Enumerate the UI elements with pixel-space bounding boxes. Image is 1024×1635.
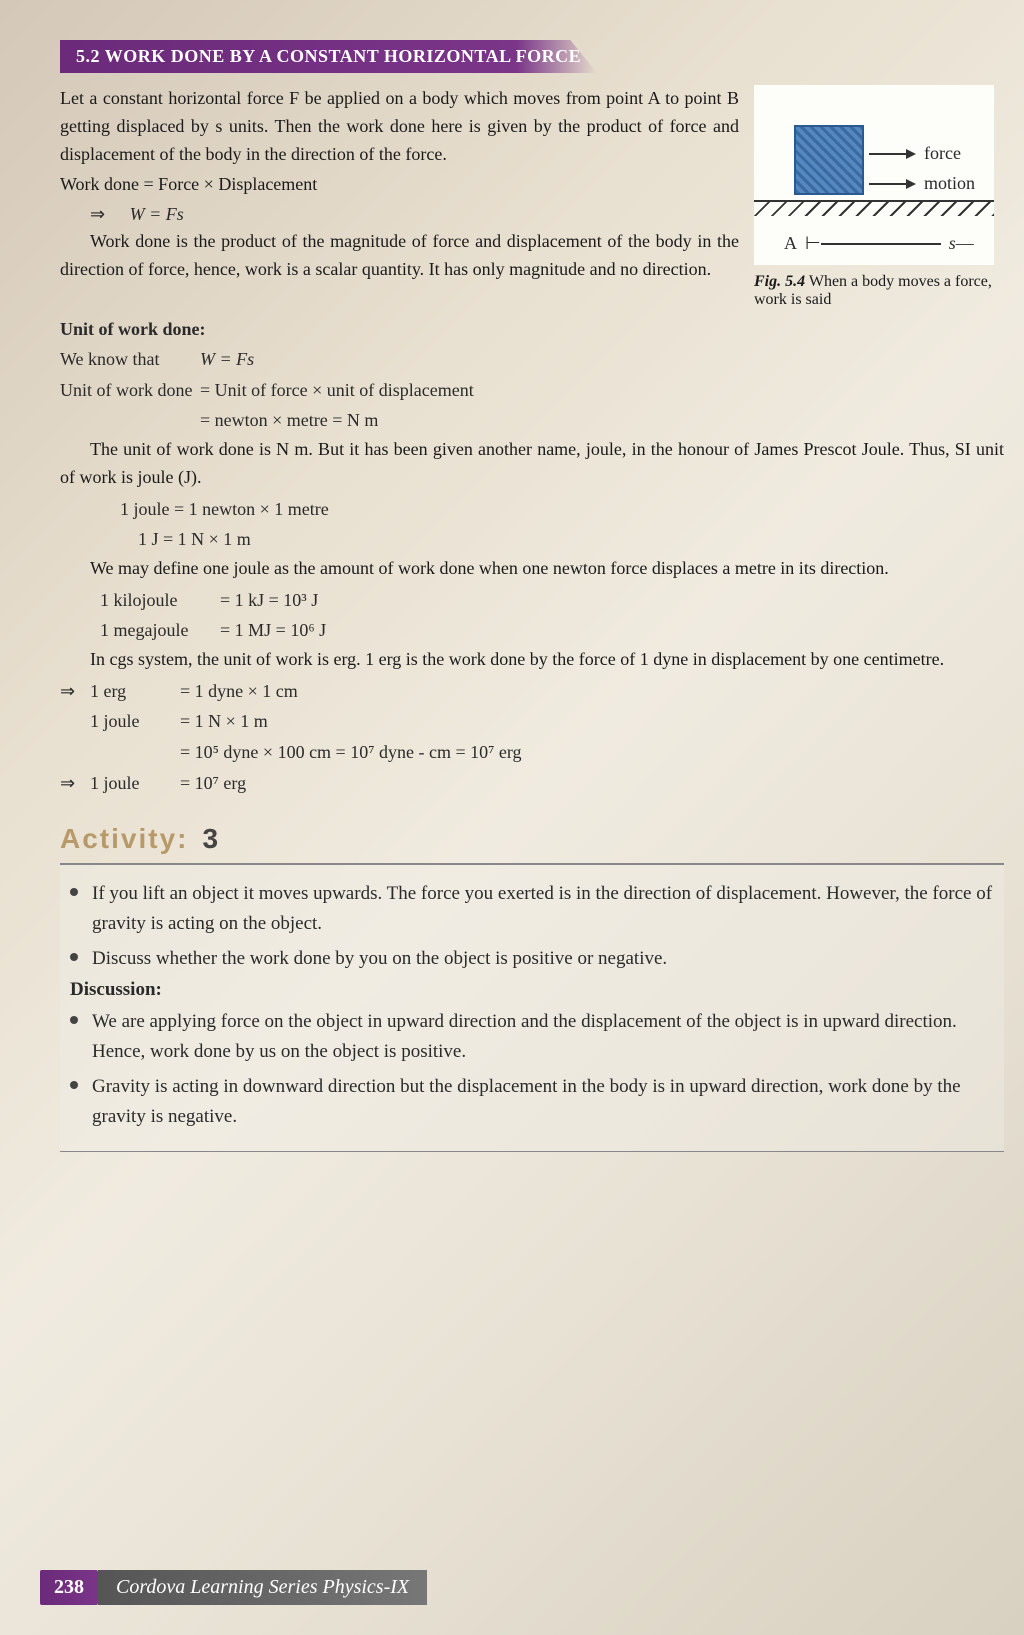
joule-block: 1 joule = 1 newton × 1 metre 1 J = 1 N ×… bbox=[120, 494, 1004, 555]
implies-arrow: ⇒ bbox=[90, 204, 105, 224]
discussion-bullet: Gravity is acting in downward direction … bbox=[70, 1072, 994, 1131]
unit-line2: Unit of work done = Unit of force × unit… bbox=[60, 375, 1004, 406]
ground-hatches bbox=[754, 202, 994, 216]
point-a-label: A bbox=[784, 233, 797, 254]
bullet-icon bbox=[70, 1081, 78, 1089]
activity-label: Activity: bbox=[60, 823, 188, 855]
unit-heading: Unit of work done: bbox=[60, 319, 1004, 340]
distance-marker: A ⊢ s — bbox=[784, 233, 974, 254]
unit-line3: = newton × metre = N m bbox=[60, 405, 1004, 436]
bullet-text: We are applying force on the object in u… bbox=[92, 1007, 994, 1066]
joule-eq-2: 1 J = 1 N × 1 m bbox=[138, 524, 1004, 555]
figure-column: force motion A ⊢ s — Fig. 5.4 When a bod… bbox=[754, 85, 1004, 309]
bullet-text: Gravity is acting in downward direction … bbox=[92, 1072, 994, 1131]
discussion-label: Discussion: bbox=[70, 979, 994, 1001]
textbook-page: 5.2 WORK DONE BY A CONSTANT HORIZONTAL F… bbox=[0, 0, 1024, 1172]
erg-2-left: 1 joule bbox=[90, 706, 180, 737]
formula-equation-line: ⇒ W = Fs bbox=[90, 201, 739, 229]
section-title: WORK DONE BY A CONSTANT HORIZONTAL FORCE bbox=[105, 46, 581, 66]
wfs-equation: W = Fs bbox=[200, 344, 254, 375]
erg-3-right: = 10⁵ dyne × 100 cm = 10⁷ dyne - cm = 10… bbox=[180, 737, 522, 768]
mj-value: = 1 MJ = 10⁶ J bbox=[220, 615, 326, 646]
kj-label: 1 kilojoule bbox=[100, 585, 220, 616]
unit-line1: We know that W = Fs bbox=[60, 344, 1004, 375]
force-diagram: force motion A ⊢ s — bbox=[754, 85, 994, 265]
force-label: force bbox=[924, 143, 961, 164]
implies-arrow: ⇒ bbox=[60, 676, 90, 707]
erg-4-left: 1 joule bbox=[90, 768, 180, 799]
page-footer: 238 Cordova Learning Series Physics-IX bbox=[40, 1570, 427, 1605]
spacer bbox=[90, 737, 180, 768]
erg-4-right: = 10⁷ erg bbox=[180, 768, 246, 799]
bullet-icon bbox=[70, 1016, 78, 1024]
activity-number: 3 bbox=[202, 823, 220, 855]
erg-row-1: ⇒ 1 erg = 1 dyne × 1 cm bbox=[60, 676, 1004, 707]
bullet-text: Discuss whether the work done by you on … bbox=[92, 944, 994, 973]
joule-definition: We may define one joule as the amount of… bbox=[60, 555, 1004, 583]
discussion-bullet: We are applying force on the object in u… bbox=[70, 1007, 994, 1066]
activity-bullet: Discuss whether the work done by you on … bbox=[70, 944, 994, 973]
cgs-paragraph: In cgs system, the unit of work is erg. … bbox=[60, 646, 1004, 674]
intro-paragraph-1: Let a constant horizontal force F be app… bbox=[60, 85, 739, 169]
figure-number: Fig. 5.4 bbox=[754, 273, 805, 290]
series-title: Cordova Learning Series Physics-IX bbox=[98, 1570, 427, 1605]
distance-s-label: s bbox=[949, 233, 956, 254]
figure-caption: Fig. 5.4 When a body moves a force, work… bbox=[754, 273, 1004, 309]
bullet-icon bbox=[70, 888, 78, 896]
erg-1-left: 1 erg bbox=[90, 676, 180, 707]
intro-text-column: Let a constant horizontal force F be app… bbox=[60, 85, 739, 309]
joule-eq-1: 1 joule = 1 newton × 1 metre bbox=[120, 494, 1004, 525]
newton-metre: = newton × metre = N m bbox=[200, 405, 378, 436]
marker-dash: — bbox=[956, 233, 974, 254]
block-shape bbox=[794, 125, 864, 195]
activity-box: If you lift an object it moves upwards. … bbox=[60, 863, 1004, 1152]
section-header: 5.2 WORK DONE BY A CONSTANT HORIZONTAL F… bbox=[60, 40, 597, 73]
formula-equation: W = Fs bbox=[130, 204, 184, 224]
intro-paragraph-2: Work done is the product of the magnitud… bbox=[60, 228, 739, 284]
mj-label: 1 megajoule bbox=[100, 615, 220, 646]
we-know-that: We know that bbox=[60, 344, 200, 375]
erg-row-3: = 10⁵ dyne × 100 cm = 10⁷ dyne - cm = 10… bbox=[60, 737, 1004, 768]
erg-row-2: 1 joule = 1 N × 1 m bbox=[60, 706, 1004, 737]
mj-row: 1 megajoule = 1 MJ = 10⁶ J bbox=[100, 615, 1004, 646]
section-number: 5.2 bbox=[76, 46, 100, 66]
erg-1-right: = 1 dyne × 1 cm bbox=[180, 676, 298, 707]
arrow-line-icon bbox=[869, 183, 914, 185]
intro-row: Let a constant horizontal force F be app… bbox=[60, 85, 1004, 309]
formula-text: Work done = Force × Displacement bbox=[60, 171, 739, 199]
kj-row: 1 kilojoule = 1 kJ = 10³ J bbox=[100, 585, 1004, 616]
unit-force-disp: = Unit of force × unit of displacement bbox=[200, 375, 474, 406]
erg-2-right: = 1 N × 1 m bbox=[180, 706, 268, 737]
force-arrow: force bbox=[869, 143, 961, 164]
arrow-line-icon bbox=[869, 153, 914, 155]
activity-header: Activity: 3 bbox=[60, 823, 1004, 855]
spacer bbox=[60, 706, 90, 737]
activity-bullet: If you lift an object it moves upwards. … bbox=[70, 879, 994, 938]
page-number: 238 bbox=[40, 1570, 98, 1605]
unit-work-done-label: Unit of work done bbox=[60, 375, 200, 406]
motion-label: motion bbox=[924, 173, 975, 194]
marker-end-icon: ⊢ bbox=[805, 233, 821, 254]
bullet-icon bbox=[70, 953, 78, 961]
bullet-text: If you lift an object it moves upwards. … bbox=[92, 879, 994, 938]
spacer bbox=[60, 405, 200, 436]
unit-paragraph: The unit of work done is N m. But it has… bbox=[60, 436, 1004, 492]
erg-row-4: ⇒ 1 joule = 10⁷ erg bbox=[60, 768, 1004, 799]
implies-arrow: ⇒ bbox=[60, 768, 90, 799]
motion-arrow: motion bbox=[869, 173, 975, 194]
spacer bbox=[60, 737, 90, 768]
distance-line-icon bbox=[821, 243, 941, 245]
kj-value: = 1 kJ = 10³ J bbox=[220, 585, 318, 616]
